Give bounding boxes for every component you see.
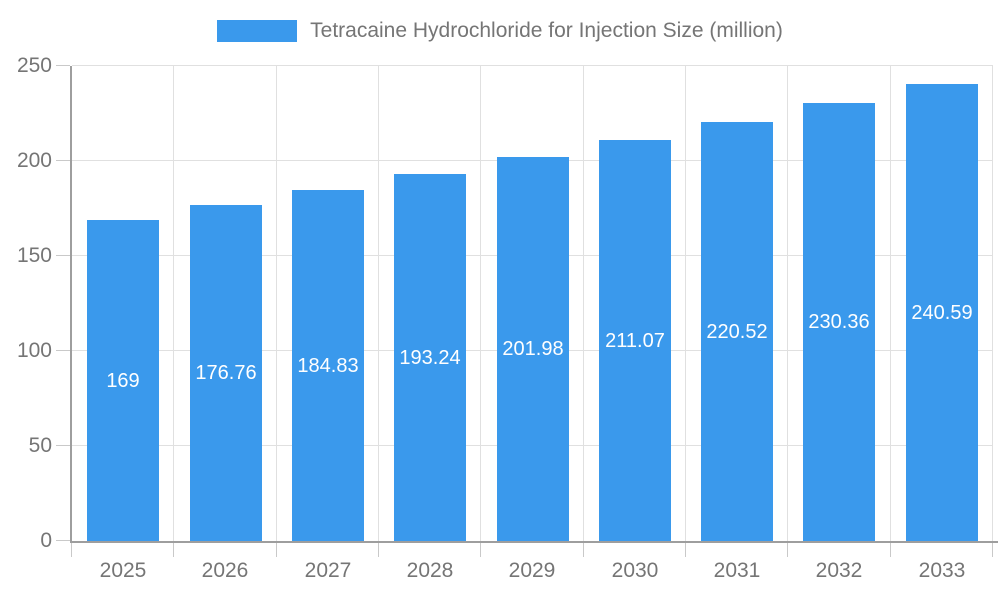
y-axis-line <box>70 66 72 541</box>
gridline-vertical <box>480 66 481 541</box>
bar: 220.52 <box>701 122 773 541</box>
x-axis-tick <box>173 543 174 557</box>
bar-value-label: 230.36 <box>808 311 870 333</box>
x-axis-tick <box>685 543 686 557</box>
bar: 184.83 <box>292 190 364 541</box>
x-axis-tick-label: 2027 <box>304 559 352 582</box>
bar-value-label: 169 <box>106 369 140 392</box>
gridline-vertical <box>173 66 174 541</box>
y-axis-tick-label: 50 <box>28 434 52 457</box>
gridline-vertical <box>992 66 993 541</box>
gridline-horizontal <box>72 65 993 66</box>
x-axis-tick-label: 2025 <box>99 559 147 582</box>
x-axis-tick-label: 2031 <box>713 559 761 582</box>
bar-value-label: 240.59 <box>911 301 973 324</box>
x-axis-tick-label: 2032 <box>815 559 863 582</box>
legend-label: Tetracaine Hydrochloride for Injection S… <box>310 19 783 42</box>
y-axis-tick-label: 150 <box>16 244 52 267</box>
gridline-vertical <box>276 66 277 541</box>
gridline-vertical <box>787 66 788 541</box>
gridline-vertical <box>685 66 686 541</box>
bar-value-label: 184.83 <box>297 354 359 377</box>
y-axis-tick <box>56 160 70 161</box>
bar: 230.36 <box>803 103 875 541</box>
x-axis-tick <box>71 543 72 557</box>
x-axis-tick <box>276 543 277 557</box>
y-axis-tick <box>56 65 70 66</box>
x-axis-tick <box>480 543 481 557</box>
x-axis-tick-label: 2030 <box>611 559 659 582</box>
x-axis-tick <box>890 543 891 557</box>
y-axis-tick-label: 100 <box>16 339 52 362</box>
bar: 169 <box>87 220 159 541</box>
y-axis-tick <box>56 445 70 446</box>
bar-value-label: 220.52 <box>706 320 768 343</box>
bar-value-label: 211.07 <box>605 329 665 352</box>
bar-value-label: 193.24 <box>399 346 461 369</box>
plot-area: 0 50 100 150 200 250 169 2025 176.76 2026 184.83 20… <box>17 55 998 582</box>
x-axis-tick <box>378 543 379 557</box>
bar: 201.98 <box>497 157 569 541</box>
x-axis-tick <box>583 543 584 557</box>
x-axis-tick-label: 2026 <box>201 559 249 582</box>
x-axis-tick <box>787 543 788 557</box>
bar: 211.07 <box>599 140 671 541</box>
gridline-vertical <box>378 66 379 541</box>
y-axis-tick <box>56 540 70 541</box>
y-axis-tick-label: 0 <box>40 529 52 552</box>
bar-value-label: 176.76 <box>195 362 257 384</box>
x-axis-tick-label: 2029 <box>508 559 556 582</box>
bar: 240.59 <box>906 84 978 541</box>
x-axis-tick <box>992 543 993 557</box>
bar: 193.24 <box>394 174 466 541</box>
y-axis-tick <box>56 255 70 256</box>
gridline-vertical <box>890 66 891 541</box>
x-axis-tick-label: 2033 <box>918 559 966 582</box>
bar: 176.76 <box>190 205 262 541</box>
y-axis-tick-label: 200 <box>16 149 52 172</box>
gridline-vertical <box>583 66 584 541</box>
y-axis-tick-label: 250 <box>16 54 52 77</box>
y-axis-tick <box>56 350 70 351</box>
legend-item[interactable]: Tetracaine Hydrochloride for Injection S… <box>0 19 1000 43</box>
x-axis-line <box>70 541 998 543</box>
bar-value-label: 201.98 <box>502 338 564 360</box>
x-axis-tick-label: 2028 <box>406 559 454 582</box>
legend-swatch <box>217 20 298 42</box>
